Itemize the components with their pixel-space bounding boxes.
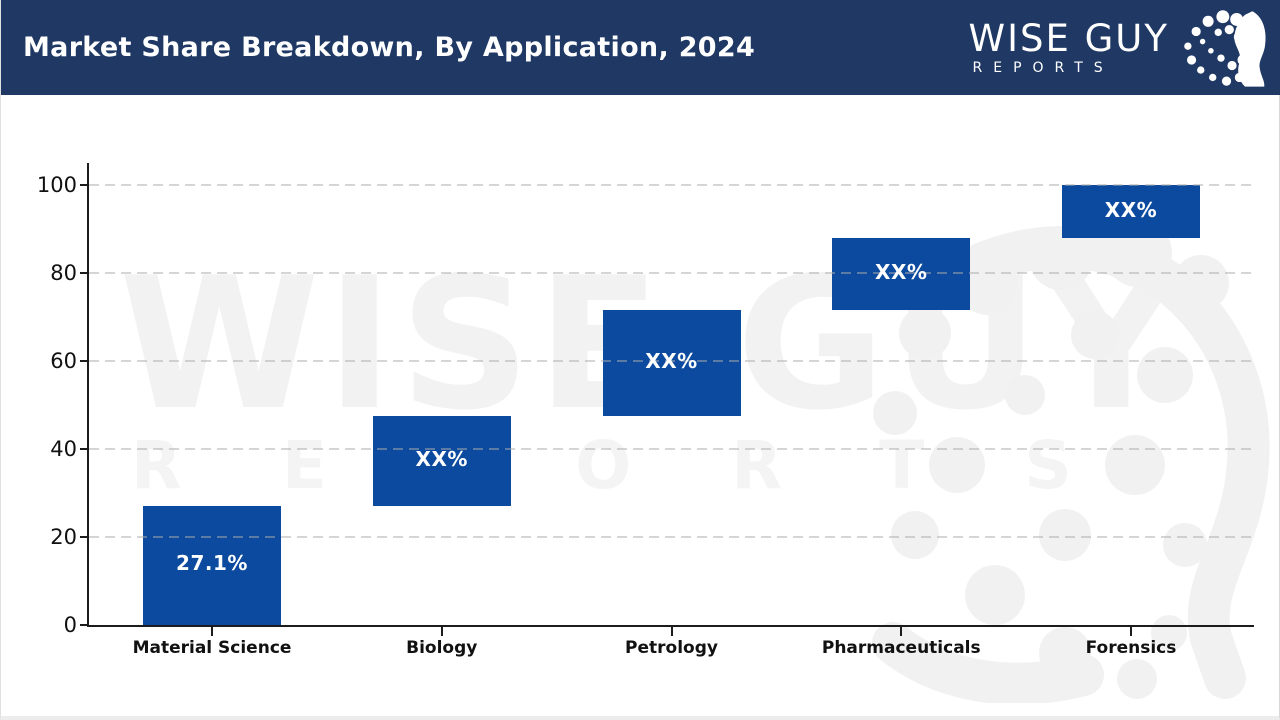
y-axis-tick [80, 184, 89, 186]
x-axis-tick [211, 627, 213, 636]
bar-material-science [143, 505, 281, 625]
y-axis-tick [80, 272, 89, 274]
y-axis-tick [80, 536, 89, 538]
header-banner: Market Share Breakdown, By Application, … [1, 0, 1280, 95]
chart-area: WISE GUY REPORTS 27.1% Material Science XX… [1, 95, 1280, 715]
watermark-text-sub: REPORTS [131, 427, 1172, 504]
bar-petrology [602, 309, 741, 417]
x-axis-category-label: Forensics [1085, 638, 1177, 658]
x-axis-category-label: Petrology [625, 638, 718, 658]
y-axis-line [87, 163, 89, 627]
bar-value-label: XX% [415, 447, 468, 472]
x-axis-category-label: Pharmaceuticals [821, 638, 981, 658]
brand-logo-name: WISE GUY [968, 17, 1169, 60]
y-axis-tick-label: 0 [63, 613, 77, 637]
bar-value-label: 27.1% [176, 551, 248, 576]
x-axis-category-label: Material Science [132, 638, 292, 658]
x-axis-tick [1130, 627, 1132, 636]
x-axis-tick [900, 627, 903, 636]
brand-logo: WISE GUY REPORTS [969, 7, 1267, 89]
y-axis-tick [80, 448, 89, 450]
x-axis-tick [670, 627, 673, 636]
gridline-y60 [89, 360, 1254, 362]
gridline-y20 [89, 536, 1254, 538]
bar-biology [372, 416, 511, 506]
y-axis-tick-label: 40 [50, 437, 77, 461]
y-axis-tick-label: 80 [50, 261, 77, 285]
y-axis-tick [80, 624, 89, 626]
page-title: Market Share Breakdown, By Application, … [23, 32, 756, 63]
y-axis-tick-label: 60 [50, 349, 77, 373]
gridline-y40 [89, 448, 1254, 450]
bar-value-label: XX% [645, 348, 698, 373]
gridline-y100 [89, 184, 1254, 186]
bar-forensics [1062, 185, 1200, 239]
x-axis-category-label: Biology [406, 638, 478, 658]
brand-logo-text: WISE GUY REPORTS [969, 20, 1169, 75]
x-axis-tick [440, 627, 443, 636]
gridline-y80 [89, 272, 1254, 274]
brand-logo-sub: REPORTS [972, 60, 1114, 76]
brand-face-icon [1184, 9, 1266, 87]
x-axis-line [87, 625, 1254, 627]
bar-value-label: XX% [1104, 197, 1158, 222]
bar-value-label: XX% [875, 259, 928, 284]
y-axis-tick [80, 360, 89, 362]
y-axis-tick-label: 100 [36, 173, 77, 197]
y-axis-tick-label: 20 [50, 525, 77, 549]
